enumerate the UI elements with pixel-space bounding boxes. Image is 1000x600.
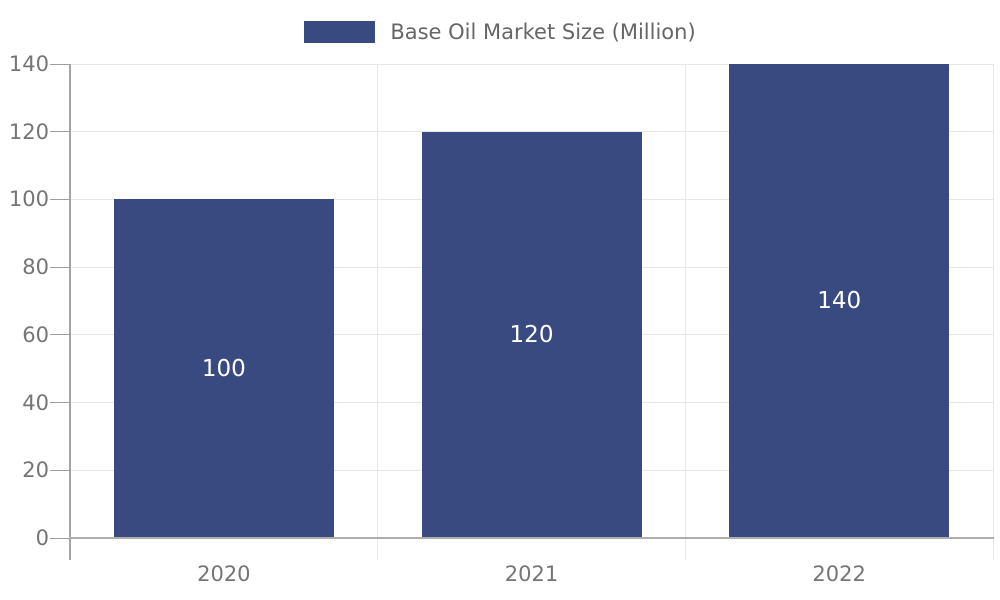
gridline-vertical [377, 64, 379, 560]
y-axis-tick [50, 537, 70, 539]
y-axis-line [69, 64, 71, 560]
y-axis-label: 20 [22, 458, 49, 483]
y-axis-label: 40 [22, 390, 49, 415]
x-axis-line [69, 537, 994, 539]
y-axis-label: 60 [22, 322, 49, 347]
gridline-horizontal [70, 63, 993, 65]
y-axis-tick [50, 198, 70, 200]
bar-value-label: 100 [201, 355, 246, 382]
y-axis-label: 100 [8, 187, 49, 212]
gridline-vertical [992, 64, 994, 560]
x-axis-label: 2022 [812, 562, 866, 586]
x-axis-label: 2021 [504, 562, 559, 586]
bar-2022 [729, 64, 950, 538]
gridline-vertical [684, 64, 686, 560]
legend-label: Base Oil Market Size (Million) [390, 20, 696, 44]
y-axis-label: 80 [22, 255, 49, 280]
y-axis-label: 140 [8, 52, 49, 76]
y-axis-tick [50, 63, 70, 65]
y-axis-label: 120 [8, 119, 49, 144]
y-axis-tick [50, 469, 70, 471]
bar-value-label: 140 [817, 288, 862, 314]
y-axis-tick [50, 402, 70, 404]
legend-swatch [304, 21, 376, 43]
y-axis-label: 0 [35, 526, 49, 550]
legend-item[interactable]: Base Oil Market Size (Million) [0, 20, 1000, 44]
y-axis-tick [50, 334, 70, 336]
y-axis-tick [50, 266, 70, 268]
y-axis-tick [50, 131, 70, 133]
bar-2020 [113, 199, 334, 538]
bar-2021 [421, 131, 642, 538]
bar-value-label: 120 [509, 321, 554, 348]
x-axis-label: 2020 [197, 562, 251, 586]
